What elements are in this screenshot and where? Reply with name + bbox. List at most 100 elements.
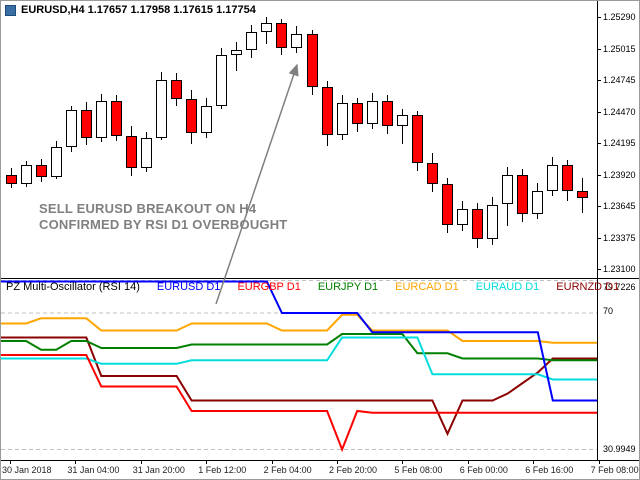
osc-series-eurusd-d1 <box>1 280 597 402</box>
legend-eurnzd-d1: EURNZD D1 <box>556 281 620 293</box>
time-axis-label: 2 Feb 20:00 <box>329 465 378 475</box>
price-axis-tick <box>598 269 601 270</box>
candle <box>291 34 303 49</box>
candle <box>321 87 333 136</box>
candle <box>472 209 484 240</box>
time-axis-tick <box>75 461 77 464</box>
annotation-text[interactable]: SELL EURUSD BREAKOUT ON H4 CONFIRMED BY … <box>39 201 287 233</box>
osc-series-eurgbp-d1 <box>1 354 597 453</box>
time-axis-label: 7 Feb 08:00 <box>590 465 639 475</box>
candle <box>261 22 273 32</box>
time-axis-tick <box>402 461 404 464</box>
candle <box>216 55 228 106</box>
candle <box>547 165 559 191</box>
candle <box>110 101 122 136</box>
legend-eurjpy-d1: EURJPY D1 <box>317 281 379 293</box>
candle <box>186 98 198 134</box>
candle <box>201 105 213 134</box>
candle <box>65 110 77 147</box>
price-axis-tick <box>598 174 601 176</box>
candle <box>381 101 393 127</box>
panel-resize-handle[interactable] <box>1 278 639 279</box>
time-axis-tick <box>140 461 142 464</box>
osc-series-eurjpy-d1 <box>1 333 597 362</box>
candle <box>441 183 453 226</box>
candle <box>336 103 348 136</box>
price-axis-label: 1.24745 <box>603 75 636 85</box>
price-axis-label: 1.23920 <box>603 169 636 180</box>
candle <box>140 137 152 168</box>
indicator-title: PZ Multi-Oscillator (RSI 14) <box>6 281 140 293</box>
axis-separator <box>597 1 598 460</box>
osc-series-euraud-d1 <box>1 336 597 381</box>
legend-eurcad-d1: EURCAD D1 <box>395 281 459 293</box>
candle <box>532 190 544 214</box>
oscillator-header: PZ Multi-Oscillator (RSI 14) EURUSD D1 E… <box>6 281 619 293</box>
candle <box>411 114 423 164</box>
candle <box>125 135 137 168</box>
osc-axis-label: 79.7226 <box>603 282 636 292</box>
price-axis-tick <box>598 237 601 239</box>
price-axis-tick <box>598 143 601 144</box>
osc-axis-label: 30.9949 <box>603 444 636 454</box>
time-axis-separator <box>1 460 639 461</box>
candle <box>80 110 92 138</box>
candle <box>35 165 47 177</box>
candle <box>5 174 17 184</box>
time-axis-tick <box>10 461 11 464</box>
symbol-header: EURUSD,H4 1.17657 1.17958 1.17615 1.1775… <box>5 4 256 16</box>
price-chart-area[interactable] <box>1 1 597 278</box>
annotation-line-1: SELL EURUSD BREAKOUT ON H4 <box>39 201 257 216</box>
time-axis-tick <box>467 461 469 464</box>
candle <box>306 34 318 88</box>
time-axis-label: 31 Jan 04:00 <box>67 465 120 475</box>
price-axis-label: 1.25015 <box>603 43 636 54</box>
price-axis-tick <box>598 206 601 207</box>
candle <box>426 163 438 184</box>
candle <box>231 50 243 55</box>
time-axis-label: 30 Jan 2018 <box>2 465 52 475</box>
time-axis-label: 5 Feb 08:00 <box>394 465 443 475</box>
candle <box>396 114 408 127</box>
candle <box>156 80 167 138</box>
candle-wick <box>401 109 403 144</box>
time-axis-label: 6 Feb 00:00 <box>459 465 508 475</box>
time-axis-tick <box>271 461 273 464</box>
osc-axis-label: 70 <box>603 306 614 316</box>
price-axis-tick <box>598 48 601 50</box>
price-axis[interactable]: 1.25290 1.25015 1.24745 1.24470 1.24195 1.239… <box>598 1 639 278</box>
candle <box>487 204 499 240</box>
price-axis-label: 1.23375 <box>603 232 636 243</box>
oscillator-panel-area[interactable] <box>1 279 597 460</box>
legend-eurgbp-d1: EURGBP D1 <box>237 281 301 293</box>
osc-series-eurnzd-d1 <box>1 336 597 437</box>
time-axis-label: 6 Feb 16:00 <box>525 465 574 475</box>
candle <box>276 22 288 49</box>
price-axis-label: 1.24470 <box>603 106 636 117</box>
time-axis-label: 2 Feb 04:00 <box>263 465 312 475</box>
candle-wick <box>236 42 238 72</box>
candle <box>246 32 258 51</box>
oscillator-axis[interactable]: 79.7226 70 30.9949 <box>598 278 639 460</box>
time-axis-tick <box>598 461 600 464</box>
legend-eurusd-d1: EURUSD D1 <box>156 281 221 293</box>
price-axis-label: 1.23100 <box>603 264 636 274</box>
candle <box>562 165 574 191</box>
osc-series-eurcad-d1 <box>1 313 597 344</box>
time-axis-tick <box>533 461 535 464</box>
price-axis-tick <box>598 80 601 81</box>
price-axis-tick <box>598 111 601 113</box>
annotation-line-2: CONFIRMED BY RSI D1 OVERBOUGHT <box>39 217 288 232</box>
symbol-ohlc-readout: EURUSD,H4 1.17657 1.17958 1.17615 1.1775… <box>21 4 256 16</box>
candle <box>457 209 468 226</box>
candle <box>502 174 514 205</box>
legend-euraud-d1: EURAUD D1 <box>475 281 540 293</box>
price-axis-label: 1.23645 <box>603 201 636 211</box>
price-axis-label: 1.24195 <box>603 138 636 148</box>
candle <box>351 103 363 124</box>
candle <box>171 80 183 99</box>
candle <box>50 147 62 177</box>
time-axis[interactable]: 30 Jan 2018 31 Jan 04:00 31 Jan 20:00 1 Feb… <box>1 461 639 479</box>
candle <box>577 190 589 198</box>
